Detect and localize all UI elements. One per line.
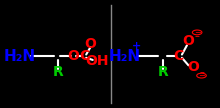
Text: H₂N: H₂N	[108, 49, 140, 64]
Text: –: –	[199, 67, 204, 77]
Text: H₂N: H₂N	[4, 49, 36, 64]
Text: +: +	[132, 41, 141, 51]
Text: O: O	[85, 37, 97, 51]
Text: –: –	[195, 31, 200, 41]
Text: C: C	[79, 49, 89, 63]
Text: −: −	[198, 71, 205, 80]
Text: −: −	[194, 28, 201, 37]
Text: R: R	[53, 65, 63, 79]
Text: O: O	[67, 49, 79, 63]
Text: C: C	[174, 49, 184, 63]
Text: O: O	[187, 60, 199, 74]
Text: R: R	[158, 65, 169, 79]
Text: OH: OH	[85, 54, 109, 68]
Text: O: O	[183, 34, 194, 48]
